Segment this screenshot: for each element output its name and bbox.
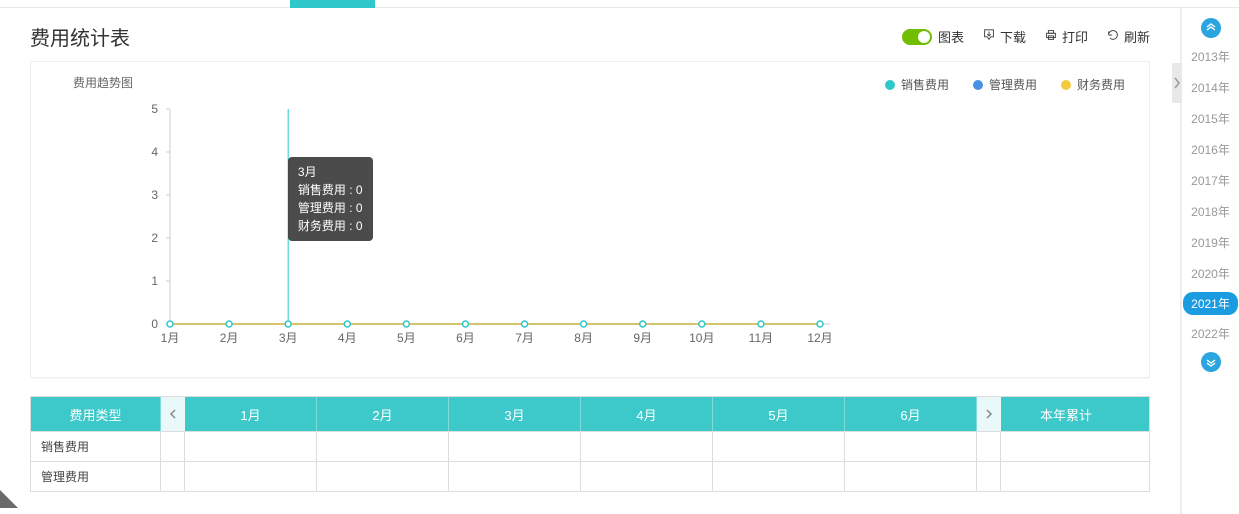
year-option[interactable]: 2015年 [1185, 106, 1236, 131]
table-prev-months[interactable] [161, 397, 185, 431]
legend-dot-icon [885, 80, 895, 90]
year-option[interactable]: 2019年 [1185, 230, 1236, 255]
svg-text:10月: 10月 [689, 331, 714, 345]
th-month: 4月 [581, 397, 713, 431]
svg-text:9月: 9月 [633, 331, 652, 345]
print-label: 打印 [1062, 27, 1088, 46]
td-month [845, 432, 977, 461]
chart-toggle[interactable] [902, 29, 932, 45]
td-month [713, 462, 845, 491]
svg-text:2月: 2月 [220, 331, 239, 345]
main-content: 费用统计表 图表 下载 打印 [0, 8, 1181, 514]
svg-text:4月: 4月 [338, 331, 357, 345]
year-option[interactable]: 2022年 [1185, 321, 1236, 346]
svg-text:4: 4 [151, 145, 158, 159]
year-option[interactable]: 2016年 [1185, 137, 1236, 162]
td-spacer [977, 462, 1001, 491]
table-body: 销售费用管理费用 [31, 431, 1149, 491]
year-sidebar: 2013年 2014年 2015年 2016年 2017年 2018年 2019年 2020年… [1181, 8, 1239, 514]
td-spacer [977, 432, 1001, 461]
legend-dot-icon [1061, 80, 1071, 90]
svg-text:1月: 1月 [161, 331, 180, 345]
table-header: 费用类型 1月2月3月4月5月6月本年累计 [31, 397, 1149, 431]
td-year-total [1001, 462, 1131, 491]
chart-toggle-label: 图表 [938, 27, 964, 46]
td-month [185, 432, 317, 461]
active-tab-indicator [290, 0, 375, 8]
legend-label: 销售费用 [901, 76, 949, 93]
year-option[interactable]: 2017年 [1185, 168, 1236, 193]
expense-table: 费用类型 1月2月3月4月5月6月本年累计 销售费用管理费用 [30, 396, 1150, 492]
th-month: 2月 [317, 397, 449, 431]
th-month: 5月 [713, 397, 845, 431]
td-month [581, 462, 713, 491]
legend-label: 财务费用 [1077, 76, 1125, 93]
top-tab-strip [0, 0, 1239, 8]
year-option[interactable]: 2018年 [1185, 199, 1236, 224]
year-scroll-up[interactable] [1201, 18, 1221, 38]
legend-item[interactable]: 管理费用 [973, 76, 1037, 93]
refresh-icon [1106, 28, 1120, 45]
td-expense-type: 管理费用 [31, 462, 161, 491]
chart-toggle-wrap: 图表 [902, 27, 964, 46]
table-row: 销售费用 [31, 431, 1149, 461]
th-expense-type: 费用类型 [31, 397, 161, 431]
print-icon [1044, 28, 1058, 45]
td-month [185, 462, 317, 491]
td-month [449, 432, 581, 461]
td-year-total [1001, 432, 1131, 461]
download-label: 下载 [1000, 27, 1026, 46]
legend-item[interactable]: 销售费用 [885, 76, 949, 93]
svg-text:12月: 12月 [807, 331, 832, 345]
svg-text:7月: 7月 [515, 331, 534, 345]
th-month: 1月 [185, 397, 317, 431]
svg-text:5月: 5月 [397, 331, 416, 345]
td-month [449, 462, 581, 491]
table-next-months[interactable] [977, 397, 1001, 431]
legend-item[interactable]: 财务费用 [1061, 76, 1125, 93]
header-actions: 图表 下载 打印 刷新 [902, 27, 1150, 46]
svg-text:1: 1 [151, 274, 158, 288]
th-month: 3月 [449, 397, 581, 431]
refresh-label: 刷新 [1124, 27, 1150, 46]
sidebar-collapse-handle[interactable] [1172, 63, 1182, 103]
svg-text:8月: 8月 [574, 331, 593, 345]
td-spacer [161, 432, 185, 461]
year-option[interactable]: 2014年 [1185, 75, 1236, 100]
year-option[interactable]: 2021年 [1183, 292, 1238, 315]
line-chart[interactable]: 0 1 2 3 4 5 1月 2月 3月 4月 5月 6月 7月 8月 9月 10月 11月 12月 [49, 99, 1131, 359]
td-month [317, 432, 449, 461]
chart-card: 费用趋势图 销售费用管理费用财务费用 0123451月2月3月4月5月6月7月8… [30, 61, 1150, 378]
download-icon [982, 28, 996, 45]
chart-area: 0123451月2月3月4月5月6月7月8月9月10月11月12月 3月销售费用… [49, 99, 1131, 359]
year-option[interactable]: 2013年 [1185, 44, 1236, 69]
svg-text:5: 5 [151, 102, 158, 116]
year-option[interactable]: 2020年 [1185, 261, 1236, 286]
td-month [845, 462, 977, 491]
td-month [317, 462, 449, 491]
th-month: 6月 [845, 397, 977, 431]
download-button[interactable]: 下载 [982, 27, 1026, 46]
th-year-total: 本年累计 [1001, 397, 1131, 431]
refresh-button[interactable]: 刷新 [1106, 27, 1150, 46]
td-month [713, 432, 845, 461]
svg-text:6月: 6月 [456, 331, 475, 345]
svg-text:11月: 11月 [749, 331, 773, 345]
svg-text:3: 3 [151, 188, 158, 202]
svg-text:0: 0 [151, 317, 158, 331]
td-expense-type: 销售费用 [31, 432, 161, 461]
svg-text:3月: 3月 [279, 331, 298, 345]
table-row: 管理费用 [31, 461, 1149, 491]
td-month [581, 432, 713, 461]
print-button[interactable]: 打印 [1044, 27, 1088, 46]
year-scroll-down[interactable] [1201, 352, 1221, 372]
chart-legend: 销售费用 管理费用 财务费用 [885, 76, 1125, 93]
td-spacer [161, 462, 185, 491]
page-header: 费用统计表 图表 下载 打印 [0, 8, 1180, 61]
legend-label: 管理费用 [989, 76, 1037, 93]
legend-dot-icon [973, 80, 983, 90]
page-title: 费用统计表 [30, 22, 130, 51]
svg-text:2: 2 [151, 231, 158, 245]
